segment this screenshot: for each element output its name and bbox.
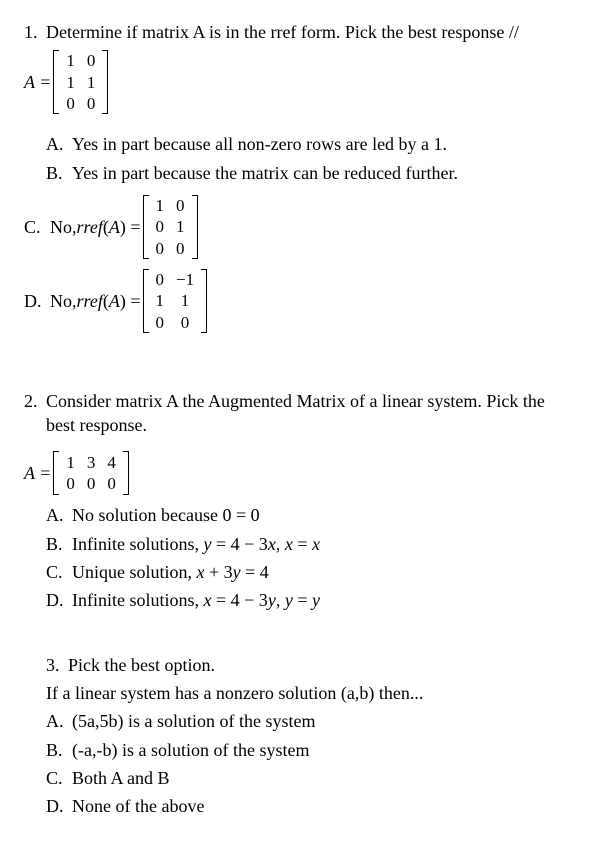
cell: 0: [170, 312, 200, 333]
cell: 1: [60, 72, 81, 93]
cell: 1: [170, 290, 200, 311]
rref-arg: (A) =: [103, 289, 141, 313]
q3-stem: If a linear system has a nonzero solutio…: [46, 681, 577, 705]
cell: 1: [60, 50, 81, 71]
cell: 0: [101, 473, 122, 494]
q2-number: 2.: [24, 389, 46, 413]
option-text: No solution because 0 = 0: [72, 503, 260, 527]
q1-matrix-equation: A = 10 11 00: [24, 50, 577, 114]
option-letter: B.: [46, 532, 72, 556]
option-text: None of the above: [72, 794, 204, 818]
rref-fn: rref: [77, 289, 103, 313]
cell: 1: [170, 216, 191, 237]
cell: 0: [81, 473, 102, 494]
option-letter: D.: [24, 289, 50, 313]
cell: 1: [60, 452, 81, 473]
q1-stem-line: 1. Determine if matrix A is in the rref …: [24, 20, 577, 44]
question-3: 3. Pick the best option. If a linear sys…: [46, 653, 577, 819]
cell: 0: [150, 269, 171, 290]
cell: 0: [81, 50, 102, 71]
q3-option-b: B. (-a,-b) is a solution of the system: [46, 738, 577, 762]
bracket-left: [143, 195, 149, 259]
q1-number: 1.: [24, 20, 46, 44]
cell: 4: [101, 452, 122, 473]
question-2: 2. Consider matrix A the Augmented Matri…: [24, 389, 577, 819]
q3-option-a: A. (5a,5b) is a solution of the system: [46, 709, 577, 733]
bracket-left: [53, 451, 59, 495]
option-letter: A.: [46, 132, 72, 156]
cell: −1: [170, 269, 200, 290]
option-text: Infinite solutions, x = 4 − 3y, y = y: [72, 588, 320, 612]
rref-fn: rref: [77, 215, 103, 239]
option-letter: A.: [46, 709, 72, 733]
option-text: Both A and B: [72, 766, 170, 790]
q1d-matrix-table: 0−1 11 00: [150, 269, 201, 333]
q3-option-d: D. None of the above: [46, 794, 577, 818]
option-letter: C.: [46, 766, 72, 790]
option-text: Yes in part because the matrix can be re…: [72, 161, 458, 185]
bracket-right: [192, 195, 198, 259]
q2-matrix-table: 134 000: [60, 452, 122, 495]
q2-option-c: C. Unique solution, x + 3y = 4: [46, 560, 577, 584]
q2-stem-line: 2. Consider matrix A the Augmented Matri…: [24, 389, 577, 438]
option-letter: A.: [46, 503, 72, 527]
q3-number: 3.: [46, 653, 68, 677]
q1d-matrix: 0−1 11 00: [143, 269, 208, 333]
q2-text: Consider matrix A the Augmented Matrix o…: [46, 389, 577, 438]
option-letter: D.: [46, 794, 72, 818]
option-letter: B.: [46, 738, 72, 762]
cell: 0: [81, 93, 102, 114]
q1-option-c: C. No, rref (A) = 10 01 00: [24, 195, 577, 259]
option-text: (5a,5b) is a solution of the system: [72, 709, 315, 733]
bracket-right: [123, 451, 129, 495]
option-prefix: No,: [50, 215, 77, 239]
q1-option-d: D. No, rref (A) = 0−1 11 00: [24, 269, 577, 333]
q1-option-a: A. Yes in part because all non-zero rows…: [46, 132, 577, 156]
cell: 1: [81, 72, 102, 93]
cell: 1: [150, 195, 171, 216]
cell: 0: [170, 238, 191, 259]
q2-matrix: 134 000: [53, 451, 129, 495]
q2-eq-lhs: A =: [24, 461, 51, 485]
cell: 0: [60, 93, 81, 114]
cell: 0: [150, 216, 171, 237]
q1-option-b: B. Yes in part because the matrix can be…: [46, 161, 577, 185]
question-1: 1. Determine if matrix A is in the rref …: [24, 20, 577, 333]
q1c-matrix: 10 01 00: [143, 195, 198, 259]
bracket-left: [53, 50, 59, 114]
q1-eq-lhs: A =: [24, 70, 51, 94]
q1-matrix-table: 10 11 00: [60, 50, 101, 114]
option-letter: D.: [46, 588, 72, 612]
q1-matrix: 10 11 00: [53, 50, 108, 114]
q3-text: Pick the best option.: [68, 653, 577, 677]
q2-option-a: A. No solution because 0 = 0: [46, 503, 577, 527]
option-text: Yes in part because all non-zero rows ar…: [72, 132, 447, 156]
option-letter: C.: [46, 560, 72, 584]
bracket-left: [143, 269, 149, 333]
cell: 1: [150, 290, 171, 311]
cell: 0: [150, 238, 171, 259]
option-letter: B.: [46, 161, 72, 185]
rref-arg: (A) =: [103, 215, 141, 239]
cell: 0: [170, 195, 191, 216]
q2-option-d: D. Infinite solutions, x = 4 − 3y, y = y: [46, 588, 577, 612]
cell: 3: [81, 452, 102, 473]
option-prefix: No,: [50, 289, 77, 313]
q3-option-c: C. Both A and B: [46, 766, 577, 790]
option-text: Unique solution, x + 3y = 4: [72, 560, 269, 584]
option-text: (-a,-b) is a solution of the system: [72, 738, 309, 762]
bracket-right: [201, 269, 207, 333]
cell: 0: [150, 312, 171, 333]
q1-text: Determine if matrix A is in the rref for…: [46, 20, 577, 44]
option-letter: C.: [24, 215, 50, 239]
cell: 0: [60, 473, 81, 494]
q2-option-b: B. Infinite solutions, y = 4 − 3x, x = x: [46, 532, 577, 556]
bracket-right: [102, 50, 108, 114]
q2-matrix-equation: A = 134 000: [24, 451, 577, 495]
q1c-matrix-table: 10 01 00: [150, 195, 191, 259]
option-text: Infinite solutions, y = 4 − 3x, x = x: [72, 532, 320, 556]
q3-stem-line: 3. Pick the best option.: [46, 653, 577, 677]
